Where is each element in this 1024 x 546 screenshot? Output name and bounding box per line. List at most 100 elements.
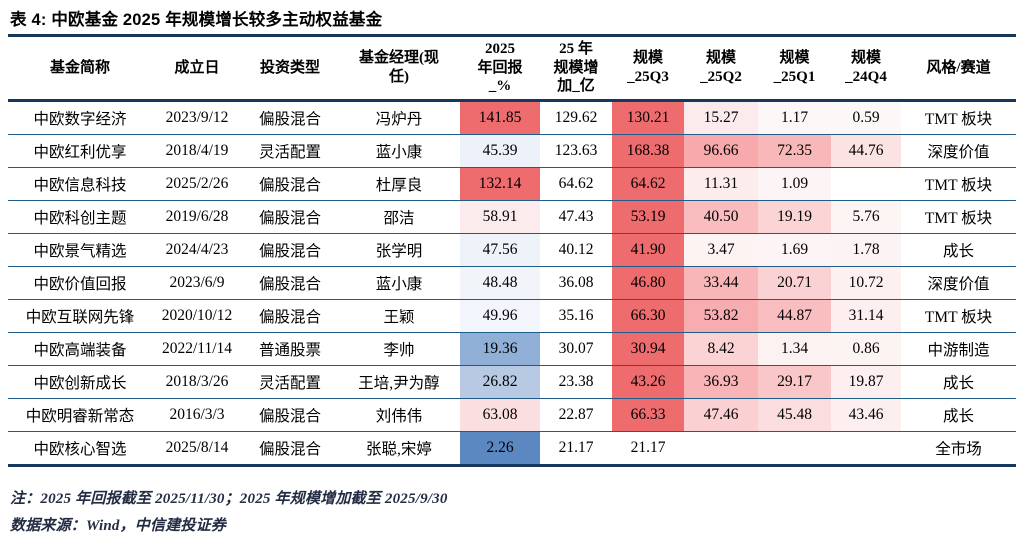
table-cell: 129.62 [554, 109, 598, 126]
table-cell: 8.42 [684, 332, 758, 366]
table-cell: 2024/4/23 [152, 233, 242, 267]
table-row: 中欧明睿新常态 2016/3/3 偏股混合 刘伟伟 63.08 22.87 66.33 47.… [8, 398, 1016, 432]
table-cell: 47.46 [684, 398, 758, 432]
table-cell: 偏股混合 [258, 111, 321, 128]
table-cell: 灵活配置 [242, 134, 338, 168]
column-header: 基金经理(现 任) [338, 35, 460, 102]
table-cell: 5.76 [831, 200, 901, 234]
table-cell: 46.80 [612, 266, 684, 300]
table-cell [758, 431, 831, 466]
column-header: 规模 _25Q2 [684, 35, 758, 102]
table-cell: 中欧价值回报 [8, 266, 152, 300]
table-cell: 中欧景气精选 [8, 233, 152, 267]
table-cell: 中欧核心智选 [8, 431, 152, 466]
table-cell: 36.08 [540, 266, 612, 300]
table-cell: 35.16 [540, 299, 612, 333]
table-cell: 45.48 [758, 398, 831, 432]
table-cell: 53.82 [684, 299, 758, 333]
table-cell: 中欧高端装备 [8, 332, 152, 366]
table-cell: 47.56 [460, 233, 540, 267]
table-cell: 深度价值 [901, 134, 1016, 168]
table-cell: 2018/4/19 [152, 134, 242, 168]
table-cell: 偏股混合 [242, 431, 338, 466]
table-cell: 66.33 [612, 398, 684, 432]
table-cell: 偏股混合 [242, 233, 338, 267]
table-cell: 刘伟伟 [338, 398, 460, 432]
table-cell: 蓝小康 [338, 266, 460, 300]
table-cell: 2016/3/3 [152, 398, 242, 432]
table-cell: 深度价值 [901, 266, 1016, 300]
table-cell: 邵洁 [338, 200, 460, 234]
table-cell: 40.12 [540, 233, 612, 267]
column-header: 规模 _25Q1 [758, 35, 831, 102]
table-cell: 2025/8/14 [152, 431, 242, 466]
column-header: 规模 _25Q3 [612, 35, 684, 102]
fund-table: 基金简称 成立日 投资类型 基金经理(现 任) 2025 年回报 _% 25 年 规模增 … [8, 34, 1016, 467]
table-cell: 中欧数字经济 [33, 111, 127, 128]
table-cell: 2018/3/26 [152, 365, 242, 399]
table-cell: 2025/2/26 [152, 167, 242, 201]
table-cell: 中欧科创主题 [8, 200, 152, 234]
table-cell: 偏股混合 [242, 200, 338, 234]
table-cell [831, 167, 901, 201]
table-cell: TMT 板块 [924, 111, 993, 128]
table-cell [831, 431, 901, 466]
table-cell: 成长 [901, 365, 1016, 399]
table-cell: 1.17 [758, 100, 831, 135]
table-cell: 中欧红利优享 [8, 134, 152, 168]
table-cell: 10.72 [831, 266, 901, 300]
footnote-data-source: 数据来源：Wind，中信建投证券 [10, 518, 226, 534]
header-row: 基金简称 成立日 投资类型 基金经理(现 任) 2025 年回报 _% 25 年 规模增 … [8, 35, 1016, 102]
table-cell: 王颖 [338, 299, 460, 333]
table-cell: 普通股票 [242, 332, 338, 366]
table-cell: 41.90 [612, 233, 684, 267]
table-cell: 张聪,宋婷 [338, 431, 460, 466]
table-row: 中欧科创主题 2019/6/28 偏股混合 邵洁 58.91 47.43 53.19 40.5… [8, 200, 1016, 234]
table-row: 中欧核心智选 2025/8/14 偏股混合 张聪,宋婷 2.26 21.17 21.17 全市… [8, 431, 1016, 466]
table-cell [684, 431, 758, 466]
table-cell: 64.62 [612, 167, 684, 201]
table-cell: 40.50 [684, 200, 758, 234]
table-cell: 偏股混合 [242, 167, 338, 201]
table-cell: 43.26 [612, 365, 684, 399]
table-cell: 44.87 [758, 299, 831, 333]
table-cell: 31.14 [831, 299, 901, 333]
table-cell: 1.34 [758, 332, 831, 366]
table-cell: TMT 板块 [901, 167, 1016, 201]
table-cell: 96.66 [684, 134, 758, 168]
table-row: 中欧高端装备 2022/11/14 普通股票 李帅 19.36 30.07 30.94 8.4… [8, 332, 1016, 366]
column-header: 成立日 [152, 35, 242, 102]
table-cell: 2023/6/9 [152, 266, 242, 300]
table-cell: 中欧明睿新常态 [8, 398, 152, 432]
footnote-cutoff-dates: 注：2025 年回报截至 2025/11/30；2025 年规模增加截至 202… [10, 491, 448, 507]
table-cell: 中游制造 [901, 332, 1016, 366]
table-cell: 20.71 [758, 266, 831, 300]
fund-table-header: 基金简称 成立日 投资类型 基金经理(现 任) 2025 年回报 _% 25 年 规模增 … [8, 35, 1016, 102]
table-cell: 30.94 [612, 332, 684, 366]
table-cell: 0.59 [831, 100, 901, 135]
table-cell: 19.19 [758, 200, 831, 234]
table-cell: 0.86 [831, 332, 901, 366]
table-row: 中欧信息科技 2025/2/26 偏股混合 杜厚良 132.14 64.62 64.62 11… [8, 167, 1016, 201]
table-title: 表 4: 中欧基金 2025 年规模增长较多主动权益基金 [10, 11, 383, 29]
column-header: 25 年 规模增 加_亿 [540, 35, 612, 102]
table-row: 中欧数字经济 2023/9/12 偏股混合 冯炉丹 141.85 129.62 130.21… [8, 100, 1016, 135]
table-cell: 26.82 [460, 365, 540, 399]
table-row: 中欧价值回报 2023/6/9 偏股混合 蓝小康 48.48 36.08 46.80 33.4… [8, 266, 1016, 300]
table-cell: 1.09 [758, 167, 831, 201]
table-cell: 19.87 [831, 365, 901, 399]
table-cell: 33.44 [684, 266, 758, 300]
table-cell: 偏股混合 [242, 299, 338, 333]
table-cell: 李帅 [338, 332, 460, 366]
table-cell: 44.76 [831, 134, 901, 168]
table-cell: 中欧互联网先锋 [8, 299, 152, 333]
table-cell: 2019/6/28 [152, 200, 242, 234]
table-cell: 1.78 [831, 233, 901, 267]
table-cell: 64.62 [540, 167, 612, 201]
table-row: 中欧景气精选 2024/4/23 偏股混合 张学明 47.56 40.12 41.90 3.4… [8, 233, 1016, 267]
table-cell: 偏股混合 [242, 266, 338, 300]
table-cell: 36.93 [684, 365, 758, 399]
table-cell: 30.07 [540, 332, 612, 366]
table-cell: 45.39 [460, 134, 540, 168]
table-cell: TMT 板块 [901, 200, 1016, 234]
